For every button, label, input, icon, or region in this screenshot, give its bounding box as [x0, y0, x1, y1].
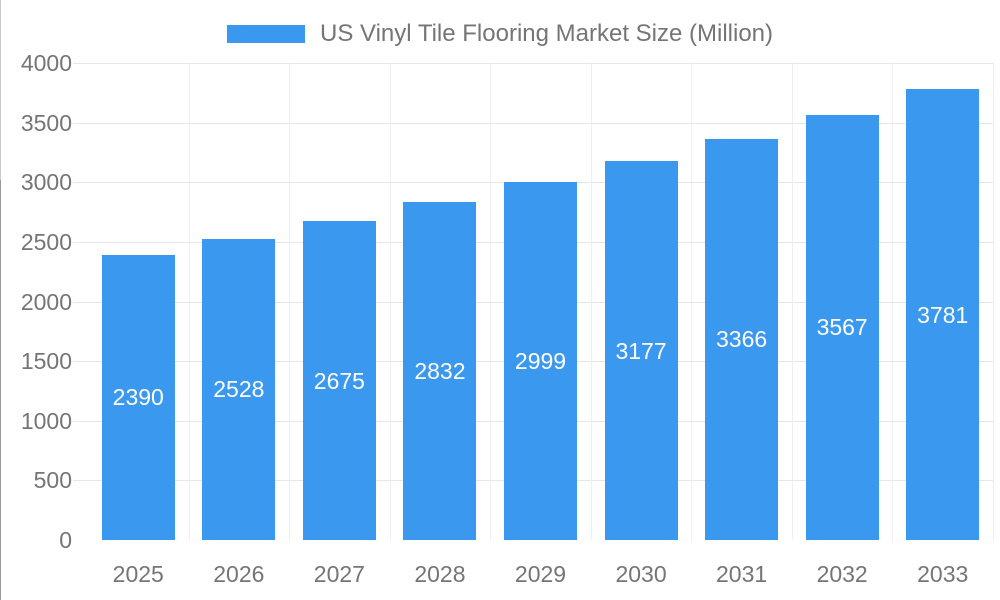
x-axis-tick-mark [0, 162, 1, 180]
y-axis-tick-label: 4000 [20, 50, 72, 76]
y-axis-tick-label: 500 [33, 467, 72, 494]
x-axis-tick-label: 2030 [615, 561, 667, 587]
y-axis-tick-label: 2000 [20, 288, 72, 315]
bar-value-label: 2675 [313, 367, 365, 394]
bar-value-label: 2832 [414, 358, 466, 385]
x-axis-tick-mark [0, 18, 1, 36]
legend-swatch [226, 25, 305, 43]
gridline-vertical [791, 63, 793, 540]
bar[interactable] [202, 238, 276, 540]
y-axis-tick-label: 2500 [20, 228, 72, 255]
legend[interactable]: US Vinyl Tile Flooring Market Size (Mill… [0, 16, 1000, 52]
bar[interactable] [504, 182, 577, 540]
x-axis-tick-label: 2033 [917, 561, 969, 587]
gridline-vertical [289, 63, 291, 540]
bar-value-label: 3781 [917, 301, 969, 328]
gridline-horizontal [73, 122, 993, 124]
bar[interactable] [906, 89, 980, 540]
x-axis-tick-label: 2032 [816, 561, 868, 587]
gridline-vertical [590, 63, 592, 540]
x-axis-tick-mark [0, 36, 1, 54]
y-axis-line [0, 180, 1, 600]
gridline-vertical [188, 63, 190, 540]
bar[interactable] [302, 221, 376, 540]
x-axis-tick-mark [0, 144, 1, 162]
x-axis-tick-label: 2031 [716, 561, 768, 587]
y-axis-tick-label: 1000 [20, 407, 72, 434]
y-axis-tick-label: 3000 [20, 169, 72, 196]
bar-value-label: 3366 [716, 326, 768, 353]
x-axis-tick-label: 2028 [414, 561, 466, 587]
x-axis-tick-label: 2027 [313, 561, 365, 587]
x-axis-tick-label: 2029 [514, 561, 567, 587]
bar[interactable] [705, 138, 779, 540]
legend-label: US Vinyl Tile Flooring Market Size (Mill… [319, 20, 774, 47]
x-axis-tick-label: 2025 [112, 561, 164, 587]
bar-value-label: 3567 [816, 314, 868, 341]
gridline-horizontal [73, 63, 993, 64]
bar-value-label: 3177 [615, 337, 667, 364]
x-axis-tick-label: 2026 [213, 561, 265, 587]
bar-value-label: 2999 [514, 348, 567, 375]
y-axis-tick-label: 0 [59, 527, 72, 553]
bar[interactable] [805, 114, 879, 540]
x-axis-tick-mark [0, 126, 1, 144]
y-axis-tick-label: 1500 [20, 348, 72, 375]
x-axis-tick-mark [0, 54, 1, 72]
x-axis-tick-mark [0, 108, 1, 126]
x-axis-tick-mark [0, 90, 1, 108]
gridline-vertical [490, 63, 492, 540]
gridline-vertical [892, 63, 894, 540]
bar[interactable] [101, 254, 175, 540]
x-axis-tick-mark [0, 72, 1, 90]
bar[interactable] [403, 202, 477, 540]
gridline-vertical [691, 63, 693, 540]
bar-value-label: 2390 [112, 384, 164, 411]
x-axis-tick-mark [0, 0, 1, 18]
y-axis-tick-label: 3500 [20, 109, 72, 136]
gridline-vertical [993, 63, 994, 540]
bar[interactable] [604, 161, 678, 540]
bar-value-label: 2528 [213, 376, 265, 403]
gridline-vertical [389, 63, 391, 540]
